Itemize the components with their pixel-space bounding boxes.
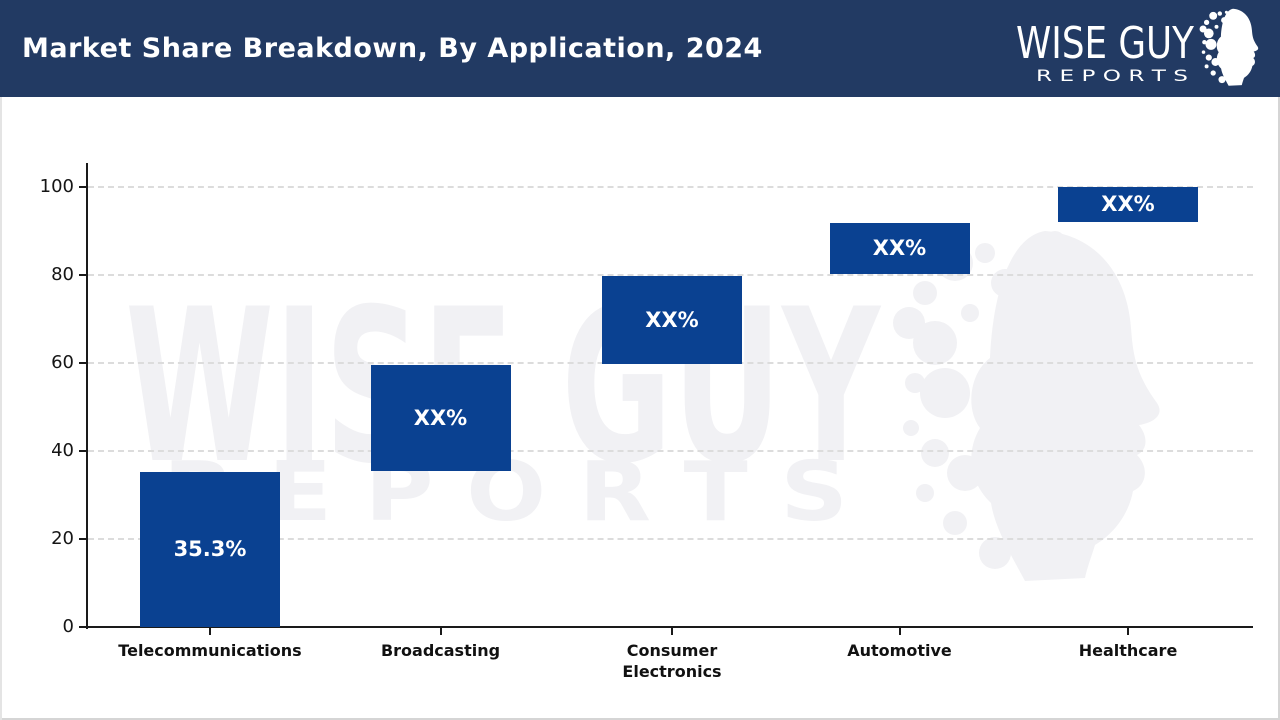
- x-axis-tick: [671, 628, 673, 635]
- y-gridline: [88, 274, 1253, 276]
- x-axis-category-label-line: Consumer: [626, 641, 718, 660]
- y-axis-tick: [79, 626, 86, 628]
- x-axis-tick: [1127, 628, 1129, 635]
- y-axis-tick-label: 60: [51, 352, 74, 373]
- y-gridline: [88, 538, 1253, 540]
- x-axis-category-label-line: Automotive: [847, 641, 952, 660]
- y-axis-tick: [79, 186, 86, 188]
- bar-automotive: XX%: [829, 223, 970, 274]
- x-axis-category-label-line: Broadcasting: [380, 641, 501, 660]
- logo-subtext: R E P O R T S: [1036, 66, 1188, 85]
- bar-value-label: XX%: [872, 236, 927, 261]
- y-axis-tick: [79, 538, 86, 540]
- x-axis-tick: [898, 628, 901, 635]
- x-axis-line: [86, 626, 1253, 628]
- bar-consumer: XX%: [602, 275, 742, 364]
- watermark-head-icon: [893, 231, 1160, 581]
- x-axis-category-label: Telecommunications: [95, 640, 325, 661]
- chart-area: WISE GUY R E P O R T S 0 20 40 60 80 100 35.3%…: [0, 97, 1280, 720]
- x-axis-category-label: Healthcare: [1013, 640, 1243, 661]
- wise-guy-logo: WISE GUY R E P O R T S: [1016, 8, 1259, 86]
- x-axis-category-label: Automotive: [785, 640, 1015, 661]
- y-axis-tick-label: 80: [51, 264, 74, 285]
- x-axis-category-label-line: Telecommunications: [118, 641, 302, 660]
- bar-value-label: XX%: [413, 405, 468, 430]
- x-axis-category-label-line: Healthcare: [1078, 641, 1178, 660]
- bar-healthcare: XX%: [1058, 187, 1198, 222]
- y-gridline: [88, 450, 1253, 452]
- bar-value-label: XX%: [1101, 192, 1155, 217]
- right-edge-border: [1278, 97, 1280, 720]
- bar-broadcasting: XX%: [370, 365, 511, 471]
- x-axis-tick: [209, 628, 211, 635]
- page-title: Market Share Breakdown, By Application, …: [22, 33, 763, 64]
- x-axis-tick: [439, 628, 442, 635]
- y-axis-tick-label: 0: [62, 616, 74, 637]
- bar-telecommunications: 35.3%: [140, 471, 280, 627]
- y-axis-tick-label: 100: [39, 176, 74, 197]
- logo-brand-text: WISE GUY: [1016, 18, 1194, 69]
- y-axis-line: [86, 163, 88, 629]
- bar-value-label: 35.3%: [173, 537, 247, 562]
- y-gridline: [88, 186, 1253, 188]
- x-axis-category-label: Broadcasting: [326, 640, 556, 661]
- x-axis-category-label: Consumer Electronics: [557, 640, 787, 682]
- y-axis-tick-label: 20: [51, 528, 74, 549]
- header-bar: Market Share Breakdown, By Application, …: [0, 0, 1280, 97]
- bottom-edge-border: [0, 718, 1280, 720]
- x-axis-category-label-line: Electronics: [622, 662, 722, 681]
- logo-head-icon: [1199, 8, 1259, 86]
- left-edge-border: [0, 97, 2, 720]
- y-axis-tick: [79, 450, 86, 452]
- bar-value-label: XX%: [645, 307, 699, 332]
- y-axis-tick: [79, 362, 86, 364]
- y-axis-tick-label: 40: [51, 440, 74, 461]
- y-axis-tick: [79, 274, 86, 276]
